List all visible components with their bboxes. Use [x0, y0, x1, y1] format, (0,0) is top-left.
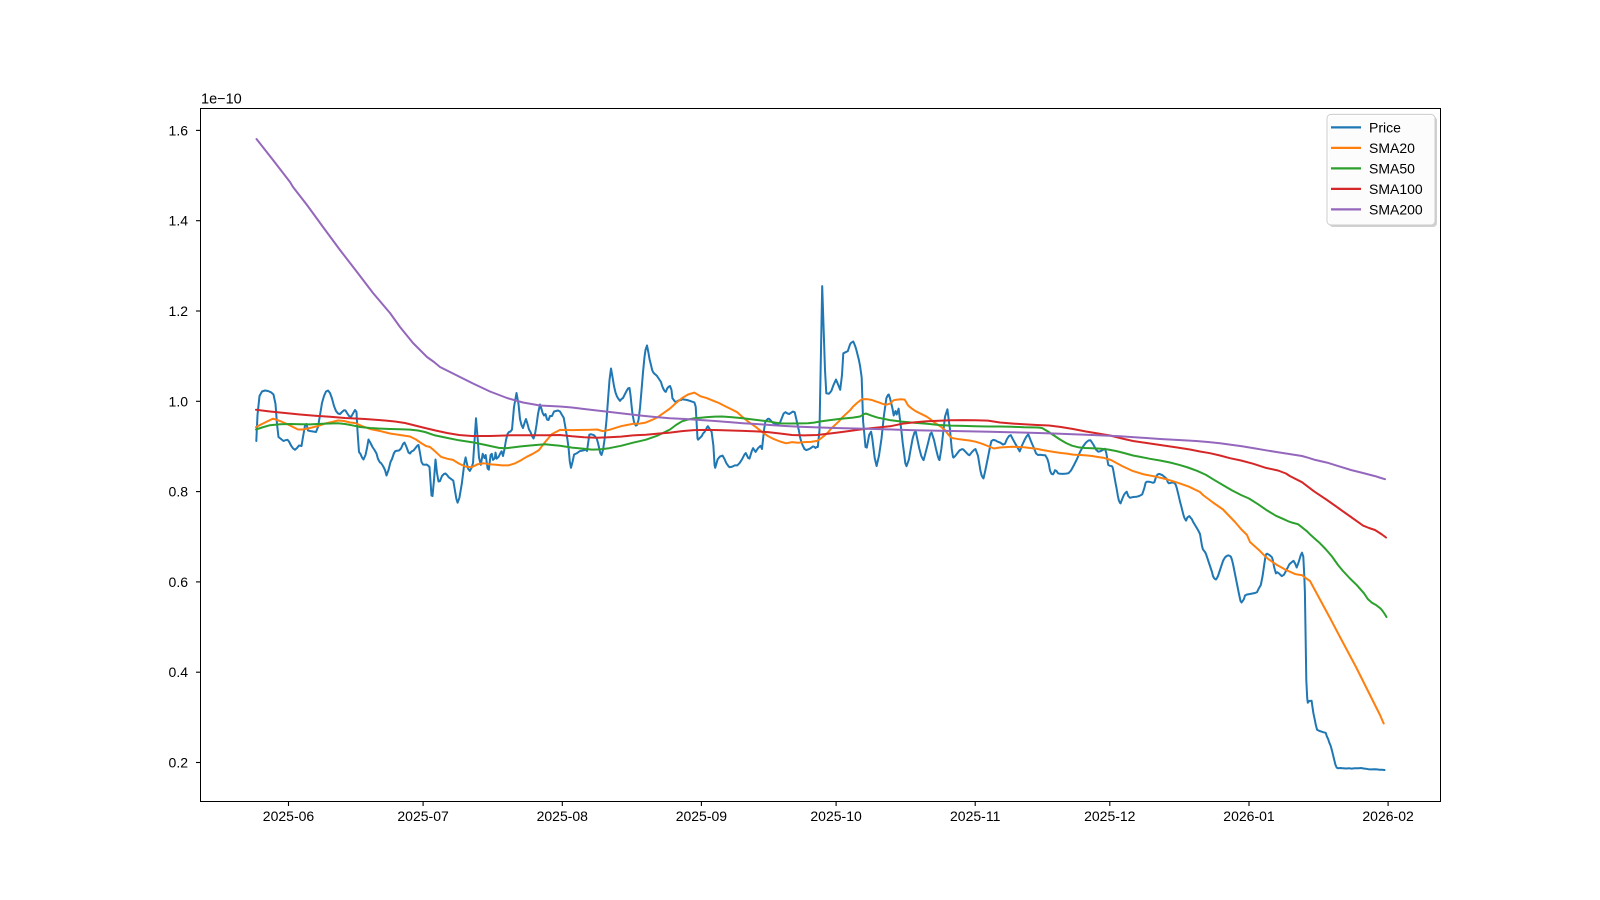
- svg-text:0.6: 0.6: [169, 574, 189, 590]
- svg-text:SMA50: SMA50: [1369, 160, 1415, 176]
- svg-text:0.8: 0.8: [169, 484, 189, 500]
- svg-text:2025-07: 2025-07: [397, 808, 449, 824]
- svg-text:Price: Price: [1369, 119, 1401, 135]
- svg-text:SMA100: SMA100: [1369, 181, 1423, 197]
- svg-text:SMA20: SMA20: [1369, 140, 1415, 156]
- svg-text:1.2: 1.2: [169, 303, 189, 319]
- svg-text:2026-02: 2026-02: [1362, 808, 1414, 824]
- svg-text:1.6: 1.6: [169, 122, 189, 138]
- svg-text:2025-06: 2025-06: [263, 808, 315, 824]
- svg-text:2026-01: 2026-01: [1223, 808, 1275, 824]
- svg-text:2025-10: 2025-10: [810, 808, 862, 824]
- svg-text:1.0: 1.0: [169, 393, 189, 409]
- svg-text:0.4: 0.4: [169, 664, 189, 680]
- svg-text:2025-09: 2025-09: [676, 808, 728, 824]
- svg-text:1e−10: 1e−10: [201, 92, 242, 108]
- svg-text:2025-08: 2025-08: [537, 808, 589, 824]
- svg-text:1.4: 1.4: [169, 213, 189, 229]
- svg-text:SMA200: SMA200: [1369, 201, 1423, 217]
- svg-text:0.2: 0.2: [169, 755, 189, 771]
- svg-text:2025-11: 2025-11: [950, 808, 1001, 824]
- svg-text:2025-12: 2025-12: [1084, 808, 1136, 824]
